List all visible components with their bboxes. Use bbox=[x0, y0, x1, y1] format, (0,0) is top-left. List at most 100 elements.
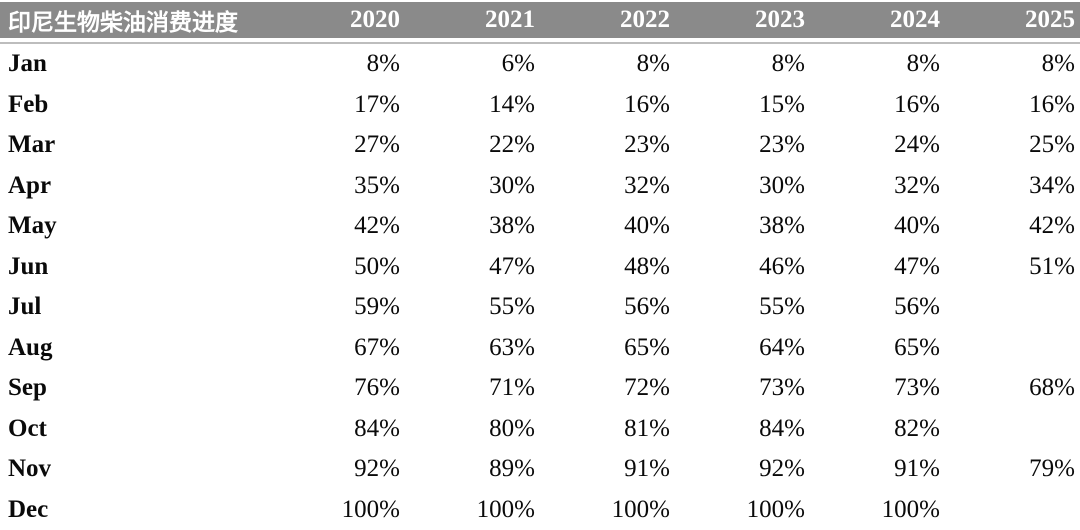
value-cell: 81% bbox=[624, 414, 670, 442]
value-cell: 71% bbox=[489, 374, 535, 402]
table-row: Jun 50% 47% 48% 46% 47% 51% bbox=[0, 247, 1080, 288]
value-cell: 89% bbox=[489, 455, 535, 483]
value-cell: 8% bbox=[1041, 50, 1075, 78]
value-cell: 80% bbox=[489, 414, 535, 442]
value-cell: 56% bbox=[894, 293, 940, 321]
value-cell: 15% bbox=[759, 90, 805, 118]
year-column-header: 2021 bbox=[485, 6, 535, 33]
value-cell: 100% bbox=[746, 495, 805, 523]
value-cell: 56% bbox=[624, 293, 670, 321]
value-cell: 22% bbox=[489, 131, 535, 159]
value-cell: 25% bbox=[1029, 131, 1075, 159]
table-body: Jan 8% 6% 8% 8% 8% 8% Feb 17% 14% 16% 15% 16% 16% Mar 2… bbox=[0, 44, 1080, 530]
value-cell: 72% bbox=[624, 374, 670, 402]
value-cell: 48% bbox=[624, 252, 670, 280]
value-cell: 47% bbox=[894, 252, 940, 280]
year-column-header: 2024 bbox=[890, 6, 940, 33]
value-cell: 100% bbox=[611, 495, 670, 523]
value-cell: 32% bbox=[624, 171, 670, 199]
value-cell: 23% bbox=[759, 131, 805, 159]
value-cell: 40% bbox=[624, 212, 670, 240]
value-cell: 100% bbox=[881, 495, 940, 523]
year-column-header: 2022 bbox=[620, 6, 670, 33]
month-label: Aug bbox=[8, 333, 53, 361]
month-label: Mar bbox=[8, 131, 56, 159]
value-cell: 59% bbox=[354, 293, 400, 321]
value-cell: 68% bbox=[1029, 374, 1075, 402]
table-row: Jul 59% 55% 56% 55% 56% bbox=[0, 287, 1080, 328]
value-cell: 64% bbox=[759, 333, 805, 361]
value-cell: 42% bbox=[354, 212, 400, 240]
value-cell: 40% bbox=[894, 212, 940, 240]
month-label: Sep bbox=[8, 374, 47, 402]
value-cell: 32% bbox=[894, 171, 940, 199]
value-cell: 65% bbox=[624, 333, 670, 361]
value-cell: 46% bbox=[759, 252, 805, 280]
table-row: May 42% 38% 40% 38% 40% 42% bbox=[0, 206, 1080, 247]
value-cell: 92% bbox=[354, 455, 400, 483]
value-cell: 79% bbox=[1029, 455, 1075, 483]
value-cell: 91% bbox=[894, 455, 940, 483]
month-label: Jul bbox=[8, 293, 42, 321]
value-cell: 63% bbox=[489, 333, 535, 361]
table-title: 印尼生物柴油消费进度 bbox=[8, 9, 238, 36]
year-column-header: 2020 bbox=[350, 6, 400, 33]
value-cell: 38% bbox=[759, 212, 805, 240]
year-column-header: 2023 bbox=[755, 6, 805, 33]
value-cell: 73% bbox=[894, 374, 940, 402]
value-cell: 65% bbox=[894, 333, 940, 361]
value-cell: 73% bbox=[759, 374, 805, 402]
value-cell: 91% bbox=[624, 455, 670, 483]
value-cell: 27% bbox=[354, 131, 400, 159]
value-cell: 42% bbox=[1029, 212, 1075, 240]
value-cell: 84% bbox=[759, 414, 805, 442]
table-row: Oct 84% 80% 81% 84% 82% bbox=[0, 409, 1080, 450]
value-cell: 92% bbox=[759, 455, 805, 483]
table-row: Mar 27% 22% 23% 23% 24% 25% bbox=[0, 125, 1080, 166]
month-label: Jan bbox=[8, 50, 47, 78]
value-cell: 100% bbox=[341, 495, 400, 523]
month-label: Jun bbox=[8, 252, 49, 280]
table-row: Dec 100% 100% 100% 100% 100% bbox=[0, 490, 1080, 530]
table-row: Aug 67% 63% 65% 64% 65% bbox=[0, 328, 1080, 369]
month-label: Nov bbox=[8, 455, 52, 483]
value-cell: 16% bbox=[1029, 90, 1075, 118]
month-label: Apr bbox=[8, 171, 52, 199]
value-cell: 38% bbox=[489, 212, 535, 240]
value-cell: 50% bbox=[354, 252, 400, 280]
value-cell: 23% bbox=[624, 131, 670, 159]
value-cell: 16% bbox=[894, 90, 940, 118]
value-cell: 34% bbox=[1029, 171, 1075, 199]
value-cell: 17% bbox=[354, 90, 400, 118]
value-cell: 8% bbox=[771, 50, 805, 78]
value-cell: 47% bbox=[489, 252, 535, 280]
table-row: Jan 8% 6% 8% 8% 8% 8% bbox=[0, 44, 1080, 85]
value-cell: 30% bbox=[759, 171, 805, 199]
value-cell: 84% bbox=[354, 414, 400, 442]
table-row: Feb 17% 14% 16% 15% 16% 16% bbox=[0, 85, 1080, 126]
month-label: Feb bbox=[8, 90, 49, 118]
table-row: Nov 92% 89% 91% 92% 91% 79% bbox=[0, 449, 1080, 490]
value-cell: 35% bbox=[354, 171, 400, 199]
value-cell: 67% bbox=[354, 333, 400, 361]
month-label: Oct bbox=[8, 414, 47, 442]
header-divider bbox=[0, 38, 1080, 44]
month-label: Dec bbox=[8, 495, 49, 523]
value-cell: 24% bbox=[894, 131, 940, 159]
table-row: Apr 35% 30% 32% 30% 32% 34% bbox=[0, 166, 1080, 207]
table-row: Sep 76% 71% 72% 73% 73% 68% bbox=[0, 368, 1080, 409]
value-cell: 8% bbox=[636, 50, 670, 78]
value-cell: 8% bbox=[366, 50, 400, 78]
table-header-row: 印尼生物柴油消费进度 2020 2021 2022 2023 2024 2025 bbox=[0, 2, 1080, 38]
value-cell: 55% bbox=[759, 293, 805, 321]
month-label: May bbox=[8, 212, 57, 240]
value-cell: 100% bbox=[476, 495, 535, 523]
value-cell: 14% bbox=[489, 90, 535, 118]
value-cell: 76% bbox=[354, 374, 400, 402]
year-column-header: 2025 bbox=[1025, 6, 1075, 33]
value-cell: 16% bbox=[624, 90, 670, 118]
value-cell: 55% bbox=[489, 293, 535, 321]
value-cell: 51% bbox=[1029, 252, 1075, 280]
value-cell: 30% bbox=[489, 171, 535, 199]
